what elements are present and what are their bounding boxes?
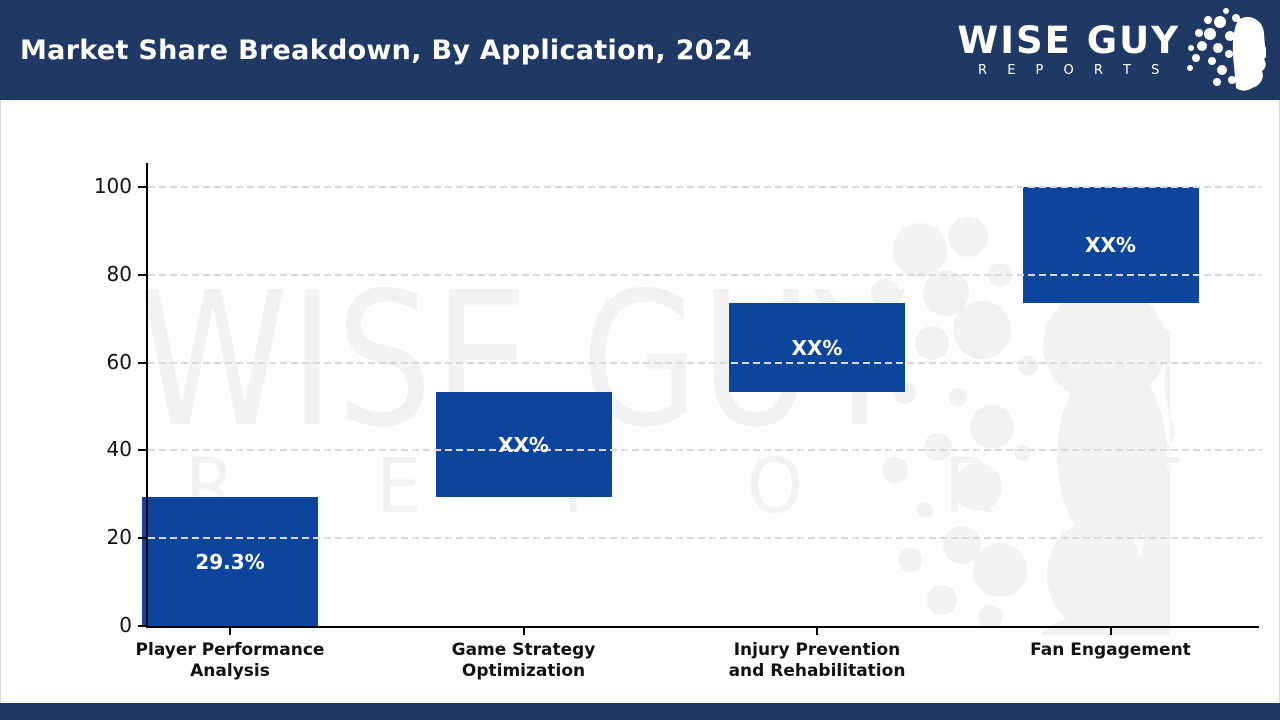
x-category-label: Game Strategy Optimization [451,640,596,681]
x-tick [522,628,525,635]
y-tick-label: 100 [93,174,132,198]
y-tick [138,186,146,188]
bar-value-label: XX% [791,335,843,360]
y-tick [138,449,146,452]
y-tick [138,361,146,364]
y-tick [138,625,146,627]
x-category-label: Player Performance Analysis [135,640,325,681]
gridline-60 [148,361,1262,364]
bar-segment [1022,187,1199,304]
y-tick [138,273,146,276]
watermark-head-icon [867,217,1175,635]
logo-head-icon [1187,8,1266,91]
logo-wordmark: WISE GUY [957,19,1180,62]
x-axis-line [146,626,1259,628]
gridline-80 [148,273,1262,276]
bar-value-label: 29.3% [195,549,265,574]
bar-segment [435,392,612,498]
footer-bar [0,703,1280,720]
gridline-100 [148,186,1262,188]
y-tick [138,537,146,540]
gridline-40 [148,449,1262,452]
header-bar: Market Share Breakdown, By Application, … [0,0,1280,100]
page-title: Market Share Breakdown, By Application, … [20,34,753,66]
x-tick [816,628,818,635]
x-category-label: Injury Prevention and Rehabilitation [728,640,906,681]
bar-segment [142,497,318,626]
y-tick-label: 40 [106,437,132,462]
bar-value-label: XX% [498,432,549,457]
x-tick [229,628,231,635]
bar-segment [729,303,905,393]
y-tick-label: 0 [119,613,132,637]
y-tick-label: 80 [106,261,132,286]
brand-logo: WISE GUY R E P O R T S [957,6,1266,94]
logo-subtext: R E P O R T S [978,63,1168,78]
y-tick-label: 60 [106,349,132,374]
bar-value-label: XX% [1085,233,1136,258]
y-axis-line [146,163,148,628]
x-category-label: Fan Engagement [1030,640,1191,660]
x-tick [1109,628,1112,635]
gridline-20 [148,537,1262,540]
y-tick-label: 20 [106,525,132,550]
brand-logo-text: WISE GUY R E P O R T S [957,22,1180,78]
